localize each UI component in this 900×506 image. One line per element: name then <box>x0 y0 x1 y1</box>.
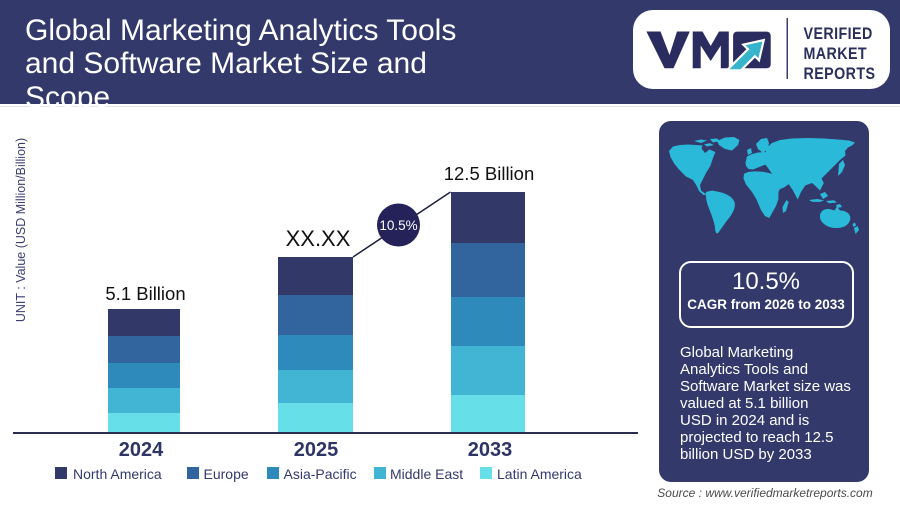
svg-text:VERIFIED: VERIFIED <box>804 25 873 43</box>
svg-text:REPORTS: REPORTS <box>804 65 876 83</box>
svg-text:10.5%: 10.5% <box>379 218 417 233</box>
svg-text:MARKET: MARKET <box>804 45 868 63</box>
